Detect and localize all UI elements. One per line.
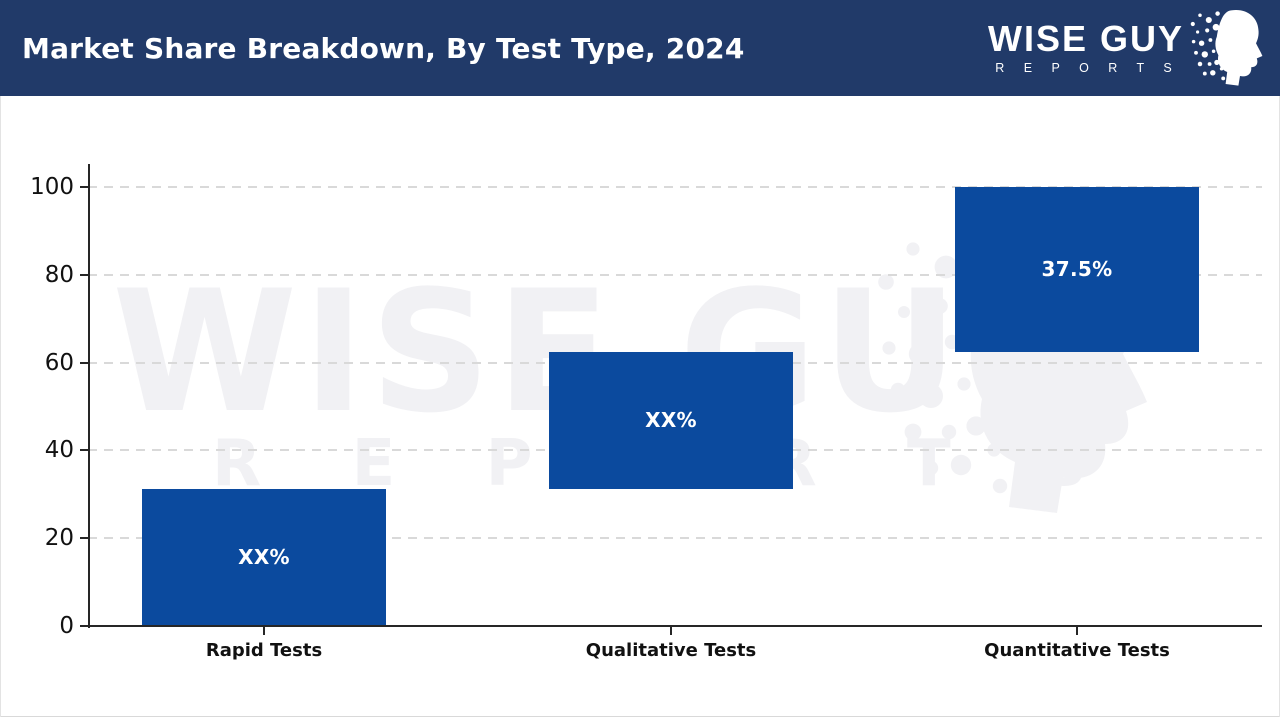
x-axis-label: Quantitative Tests (984, 640, 1170, 661)
y-tick-mark (80, 186, 88, 188)
x-axis-label: Rapid Tests (205, 640, 323, 661)
gridline (88, 273, 1262, 276)
y-tick-mark (80, 537, 88, 540)
y-tick-label: 80 (44, 261, 74, 288)
dot-head-profile-icon (1190, 10, 1263, 86)
y-tick-mark (80, 361, 88, 364)
logo-text: WISE GUY R E P O R T S (987, 18, 1184, 76)
gridline (88, 537, 1262, 540)
y-tick-label: 0 (59, 613, 74, 639)
bar-segment: 37.5% (955, 187, 1199, 352)
header-bar: Market Share Breakdown, By Test Type, 20… (0, 0, 1280, 96)
x-tick-mark (1076, 627, 1078, 635)
y-tick-label: 60 (44, 349, 74, 376)
y-axis-line (88, 164, 90, 628)
y-tick-mark (80, 273, 88, 276)
x-tick-mark (670, 627, 672, 635)
bar-value-label: XX% (645, 408, 697, 433)
y-tick-mark (80, 449, 88, 452)
logo-subtext: R E P O R T S (995, 61, 1180, 75)
frame-bottom-line (0, 716, 1280, 717)
y-tick-label: 100 (30, 174, 74, 200)
logo-wordmark: WISE GUY (987, 18, 1184, 59)
chart-title: Market Share Breakdown, By Test Type, 20… (22, 31, 745, 65)
y-tick-mark (80, 625, 88, 627)
bar-value-label: 37.5% (1041, 257, 1113, 282)
frame-left-line (0, 96, 1, 717)
x-axis-line (88, 625, 1262, 627)
bar-value-label: XX% (238, 545, 290, 570)
bar-segment: XX% (549, 351, 793, 489)
y-tick-label: 40 (44, 437, 74, 464)
x-tick-mark (263, 627, 265, 635)
y-tick-label: 20 (44, 525, 74, 552)
gridline (88, 186, 1262, 188)
bar-segment: XX% (142, 488, 386, 626)
x-axis-label: Qualitative Tests (585, 640, 757, 661)
wiseguy-logo: WISE GUY R E P O R T S (988, 6, 1268, 90)
